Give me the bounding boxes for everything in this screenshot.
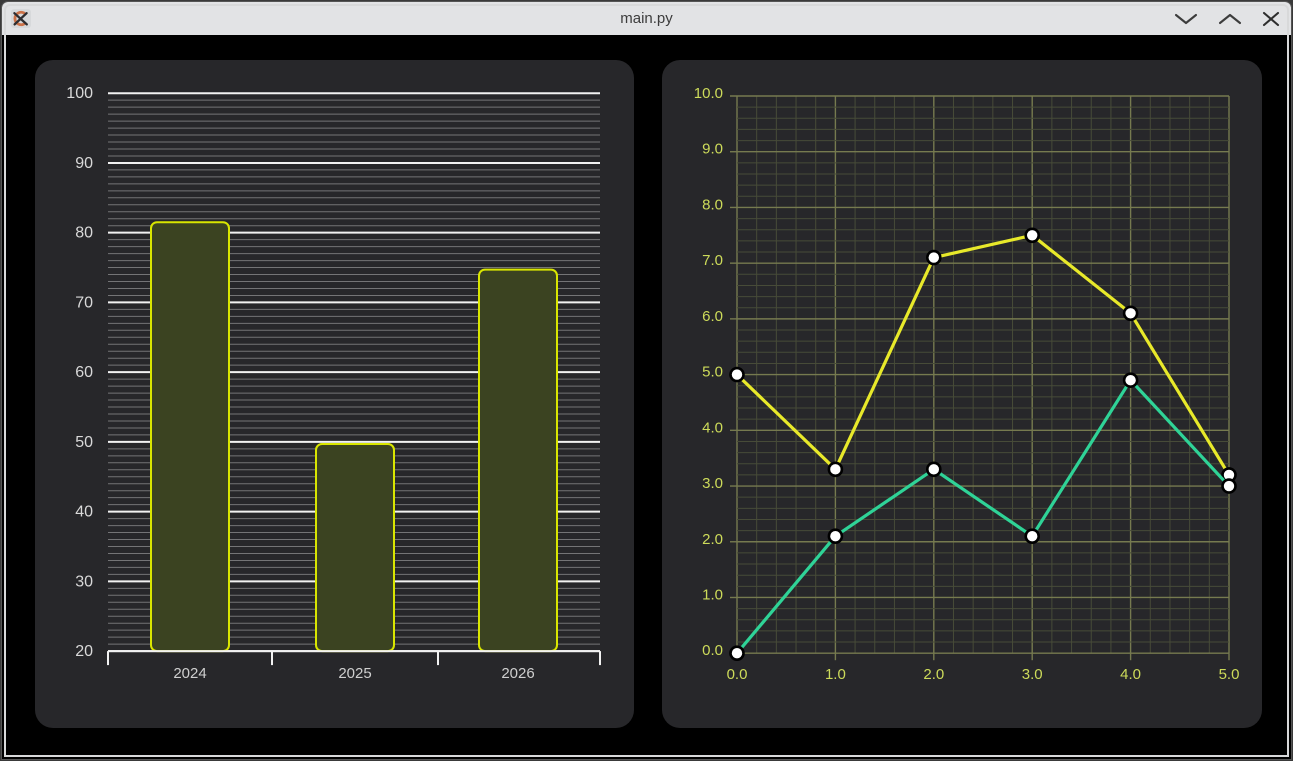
- svg-text:2026: 2026: [501, 665, 534, 682]
- svg-text:100: 100: [66, 85, 93, 102]
- svg-text:2025: 2025: [338, 665, 371, 682]
- svg-text:4.0: 4.0: [1120, 666, 1141, 683]
- svg-text:70: 70: [75, 294, 93, 311]
- svg-text:60: 60: [75, 364, 93, 381]
- svg-text:20: 20: [75, 643, 93, 660]
- svg-text:0.0: 0.0: [702, 642, 723, 659]
- svg-text:2.0: 2.0: [702, 531, 723, 548]
- svg-text:8.0: 8.0: [702, 196, 723, 213]
- svg-text:6.0: 6.0: [702, 308, 723, 325]
- svg-text:1.0: 1.0: [825, 666, 846, 683]
- svg-text:2.0: 2.0: [923, 666, 944, 683]
- svg-text:50: 50: [75, 434, 93, 451]
- svg-text:3.0: 3.0: [702, 475, 723, 492]
- svg-text:5.0: 5.0: [702, 364, 723, 381]
- svg-text:30: 30: [75, 573, 93, 590]
- svg-text:80: 80: [75, 225, 93, 242]
- svg-text:0.0: 0.0: [727, 666, 748, 683]
- svg-text:3.0: 3.0: [1022, 666, 1043, 683]
- svg-text:2024: 2024: [173, 665, 206, 682]
- svg-text:5.0: 5.0: [1219, 666, 1240, 683]
- svg-text:40: 40: [75, 504, 93, 521]
- svg-text:90: 90: [75, 155, 93, 172]
- svg-text:10.0: 10.0: [694, 85, 723, 102]
- svg-text:7.0: 7.0: [702, 252, 723, 269]
- svg-text:9.0: 9.0: [702, 141, 723, 158]
- svg-text:4.0: 4.0: [702, 419, 723, 436]
- svg-text:1.0: 1.0: [702, 586, 723, 603]
